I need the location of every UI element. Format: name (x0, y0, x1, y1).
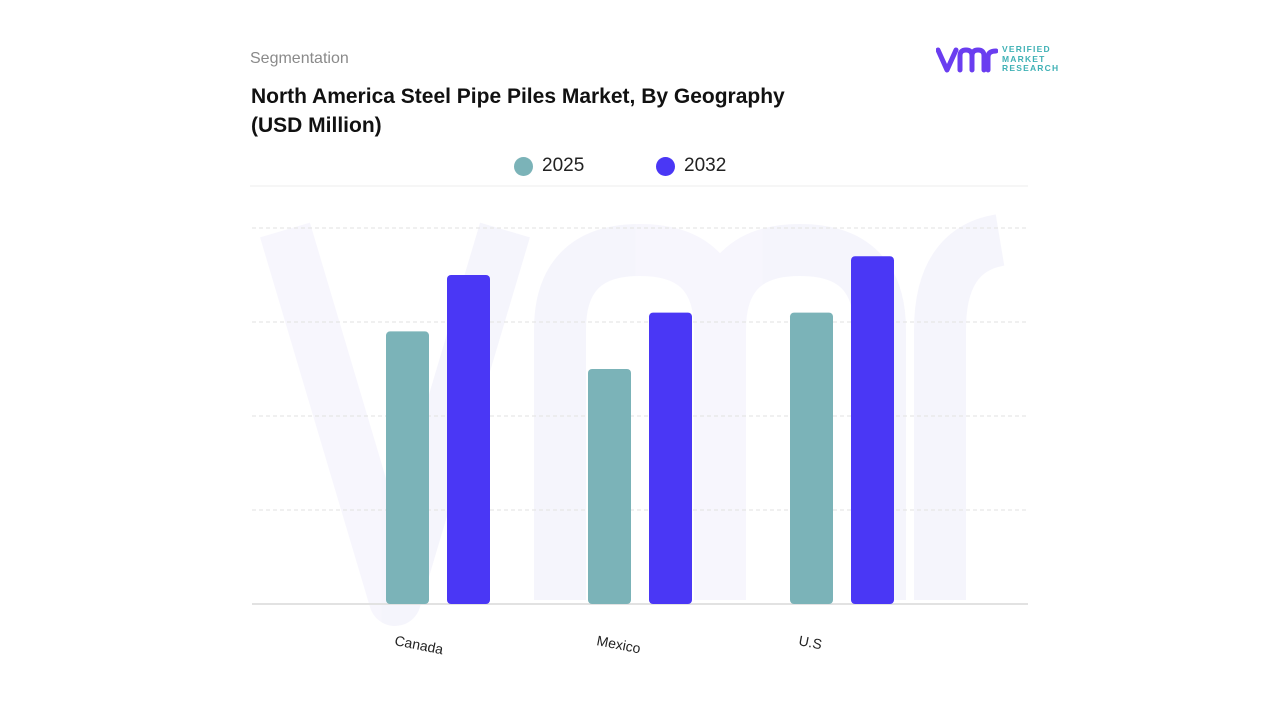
chart-title-line-1: North America Steel Pipe Piles Market, B… (251, 85, 785, 108)
bar-mexico-2032 (649, 312, 692, 604)
x-tick-label-mexico: Mexico (595, 632, 642, 656)
segmentation-label: Segmentation (250, 50, 349, 67)
gridlines (252, 227, 1028, 511)
brand-name-line-3: RESEARCH (1002, 63, 1060, 73)
bar-canada-2032 (447, 275, 490, 604)
brand-name: VERIFIED MARKET RESEARCH (1002, 44, 1060, 74)
legend-label-2032: 2032 (684, 155, 727, 176)
bar-canada-2025 (386, 331, 429, 604)
x-tick-label-u-s: U.S (797, 632, 823, 652)
chart-title-line-2: (USD Million) (251, 114, 382, 137)
legend-item-2032: 2032 (656, 155, 726, 177)
bar-mexico-2025 (588, 369, 631, 604)
verified-market-research-logo: VERIFIED MARKET RESEARCH (936, 44, 1066, 76)
legend-swatch-2025 (514, 156, 533, 176)
legend-label-2025: 2025 (542, 155, 585, 176)
legend-swatch-2032 (656, 156, 675, 176)
x-tick-label-canada: Canada (393, 632, 444, 657)
x-axis-tick-labels: Canada Mexico U.S (393, 632, 823, 657)
vmr-logo-icon (936, 47, 998, 73)
chart-title: North America Steel Pipe Piles Market, B… (251, 82, 851, 140)
bars (386, 256, 894, 604)
brand-name-line-1: VERIFIED (1002, 44, 1051, 54)
bar-u-s-2025 (790, 312, 833, 604)
chart-legend: 2025 2032 (0, 155, 1280, 181)
brand-name-line-2: MARKET (1002, 53, 1046, 64)
legend-item-2025: 2025 (514, 155, 584, 177)
bar-u-s-2032 (851, 256, 894, 604)
